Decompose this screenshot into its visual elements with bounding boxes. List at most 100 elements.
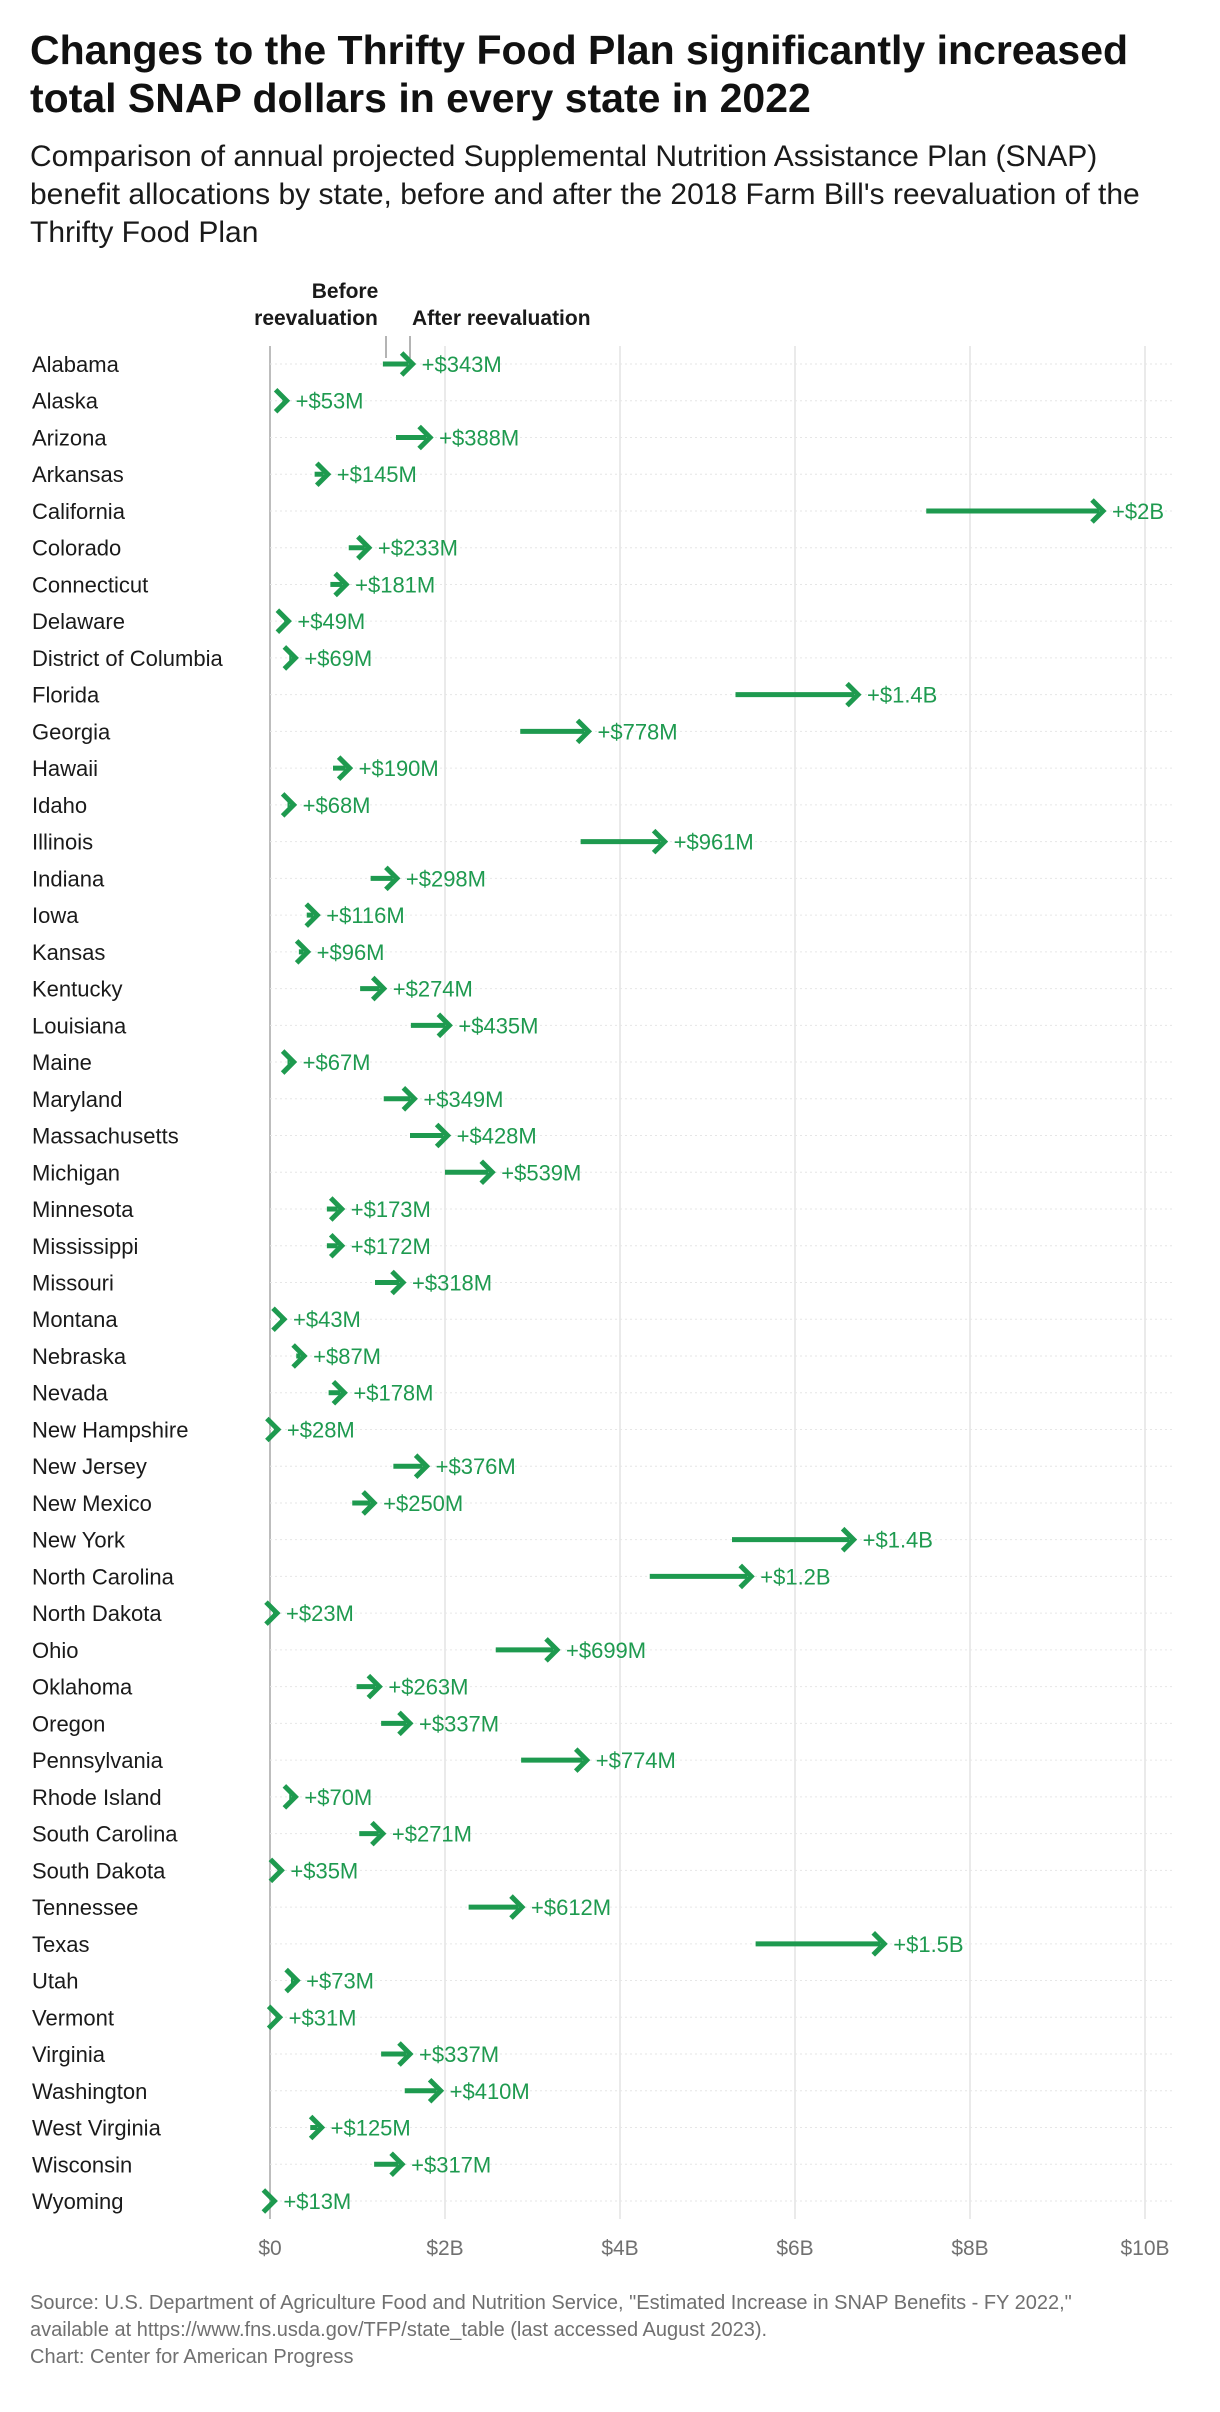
change-label: +$1.2B [760, 1564, 830, 1589]
change-label: +$181M [355, 572, 435, 597]
change-label: +$70M [304, 1785, 372, 1810]
source-line-1: Source: U.S. Department of Agriculture F… [30, 2292, 1072, 2314]
state-label: Texas [32, 1932, 89, 1957]
state-row: New Hampshire +$28M [32, 1416, 355, 1443]
state-label: North Dakota [32, 1601, 162, 1626]
change-label: +$173M [351, 1197, 431, 1222]
change-arrow-head [264, 1600, 281, 1626]
change-arrow-head [284, 1967, 301, 1994]
state-row: West Virginia +$125M [32, 2114, 411, 2141]
change-label: +$13M [283, 2189, 351, 2214]
x-tick-label: $6B [776, 2237, 813, 2260]
change-arrow-head [265, 1416, 282, 1443]
arrow-chart: Before reevaluation After reevaluation A… [32, 280, 1173, 2260]
state-label: Rhode Island [32, 1785, 162, 1810]
state-row: Oklahoma +$263M [32, 1673, 469, 1700]
change-arrow-head [275, 608, 292, 634]
change-label: +$178M [353, 1381, 433, 1406]
state-label: Alaska [32, 389, 99, 414]
change-label: +$116M [326, 903, 404, 928]
x-tick-label: $2B [426, 2237, 463, 2260]
state-label: South Dakota [32, 1858, 166, 1883]
state-label: Nevada [32, 1381, 109, 1406]
state-label: Utah [32, 1969, 78, 1994]
state-row: Virginia +$337M [32, 2041, 499, 2067]
change-arrow-head [509, 1894, 526, 1920]
legend-after-label: After reevaluation [412, 307, 591, 330]
change-label: +$1.4B [863, 1528, 933, 1553]
state-label: Alabama [32, 352, 120, 377]
state-label: Maine [32, 1050, 92, 1075]
state-label: New Mexico [32, 1491, 152, 1516]
change-label: +$1.4B [867, 683, 937, 708]
change-label: +$233M [378, 536, 458, 561]
state-label: Florida [32, 683, 100, 708]
state-label: Virginia [32, 2042, 106, 2067]
change-label: +$49M [297, 609, 365, 634]
state-label: Massachusetts [32, 1124, 179, 1149]
change-label: +$318M [412, 1271, 492, 1296]
change-arrow-head [389, 2151, 406, 2178]
state-row: Michigan +$539M [32, 1159, 581, 1185]
state-row: Maryland +$349M [32, 1086, 504, 1112]
state-row: Georgia +$778M [32, 718, 678, 744]
change-label: +$376M [436, 1454, 516, 1479]
change-arrow-head [840, 1526, 858, 1553]
change-arrow-head [361, 1490, 378, 1516]
change-arrow-head [282, 645, 299, 671]
state-row: Nebraska +$87M [32, 1343, 381, 1369]
change-label: +$337M [419, 2042, 499, 2067]
change-arrow-head [399, 351, 417, 377]
state-row: Utah +$73M [32, 1967, 374, 1994]
state-label: Nebraska [32, 1344, 127, 1369]
state-row: Pennsylvania +$774M [32, 1747, 676, 1773]
change-arrow-head [336, 755, 354, 781]
state-label: Hawaii [32, 756, 98, 781]
state-label: New Jersey [32, 1454, 147, 1479]
change-label: +$35M [290, 1858, 358, 1883]
change-label: +$68M [303, 793, 371, 818]
change-label: +$337M [419, 1711, 499, 1736]
change-label: +$69M [304, 646, 372, 671]
change-label: +$778M [598, 719, 678, 744]
state-label: Maryland [32, 1087, 122, 1112]
state-row: Maine +$67M [32, 1049, 371, 1075]
change-arrow-head [328, 1196, 346, 1222]
state-row: Missouri +$318M [32, 1269, 492, 1296]
state-row: Alaska +$53M [32, 387, 364, 414]
change-arrow-head [871, 1931, 888, 1957]
change-label: +$263M [388, 1675, 468, 1700]
change-arrow-head [356, 534, 373, 561]
state-label: Connecticut [32, 572, 148, 597]
change-arrow-head [328, 1232, 346, 1259]
state-label: Mississippi [32, 1234, 138, 1259]
state-row: Oregon +$337M [32, 1710, 499, 1737]
state-row: Tennessee +$612M [32, 1894, 611, 1920]
state-row: Texas +$1.5B [32, 1931, 964, 1957]
change-arrow-head [280, 792, 298, 818]
change-arrow-head [436, 1012, 453, 1039]
state-row: California +$2B [32, 498, 1164, 524]
change-arrow-head [413, 1453, 431, 1479]
change-arrow-head [304, 902, 321, 928]
change-arrow-head [291, 1343, 308, 1369]
change-label: +$612M [531, 1895, 611, 1920]
state-label: Delaware [32, 609, 125, 634]
state-row: Ohio +$699M [32, 1637, 646, 1663]
change-label: +$539M [501, 1160, 581, 1185]
change-arrow-head [280, 1049, 298, 1075]
change-arrow-head [294, 939, 312, 965]
change-label: +$87M [313, 1344, 381, 1369]
state-row: New Jersey +$376M [32, 1453, 516, 1479]
state-row: District of Columbia +$69M [32, 645, 372, 671]
state-label: Wyoming [32, 2189, 124, 2214]
change-arrow-head [333, 571, 350, 598]
state-row: Kentucky +$274M [32, 975, 473, 1002]
change-arrow-head [397, 1710, 414, 1737]
change-label: +$317M [411, 2152, 491, 2177]
state-label: District of Columbia [32, 646, 223, 671]
state-row: South Dakota +$35M [32, 1857, 358, 1883]
state-label: Pennsylvania [32, 1748, 164, 1773]
legend-before-label-line1: Before [312, 280, 379, 303]
chart-credit: Chart: Center for American Progress [30, 2346, 354, 2368]
